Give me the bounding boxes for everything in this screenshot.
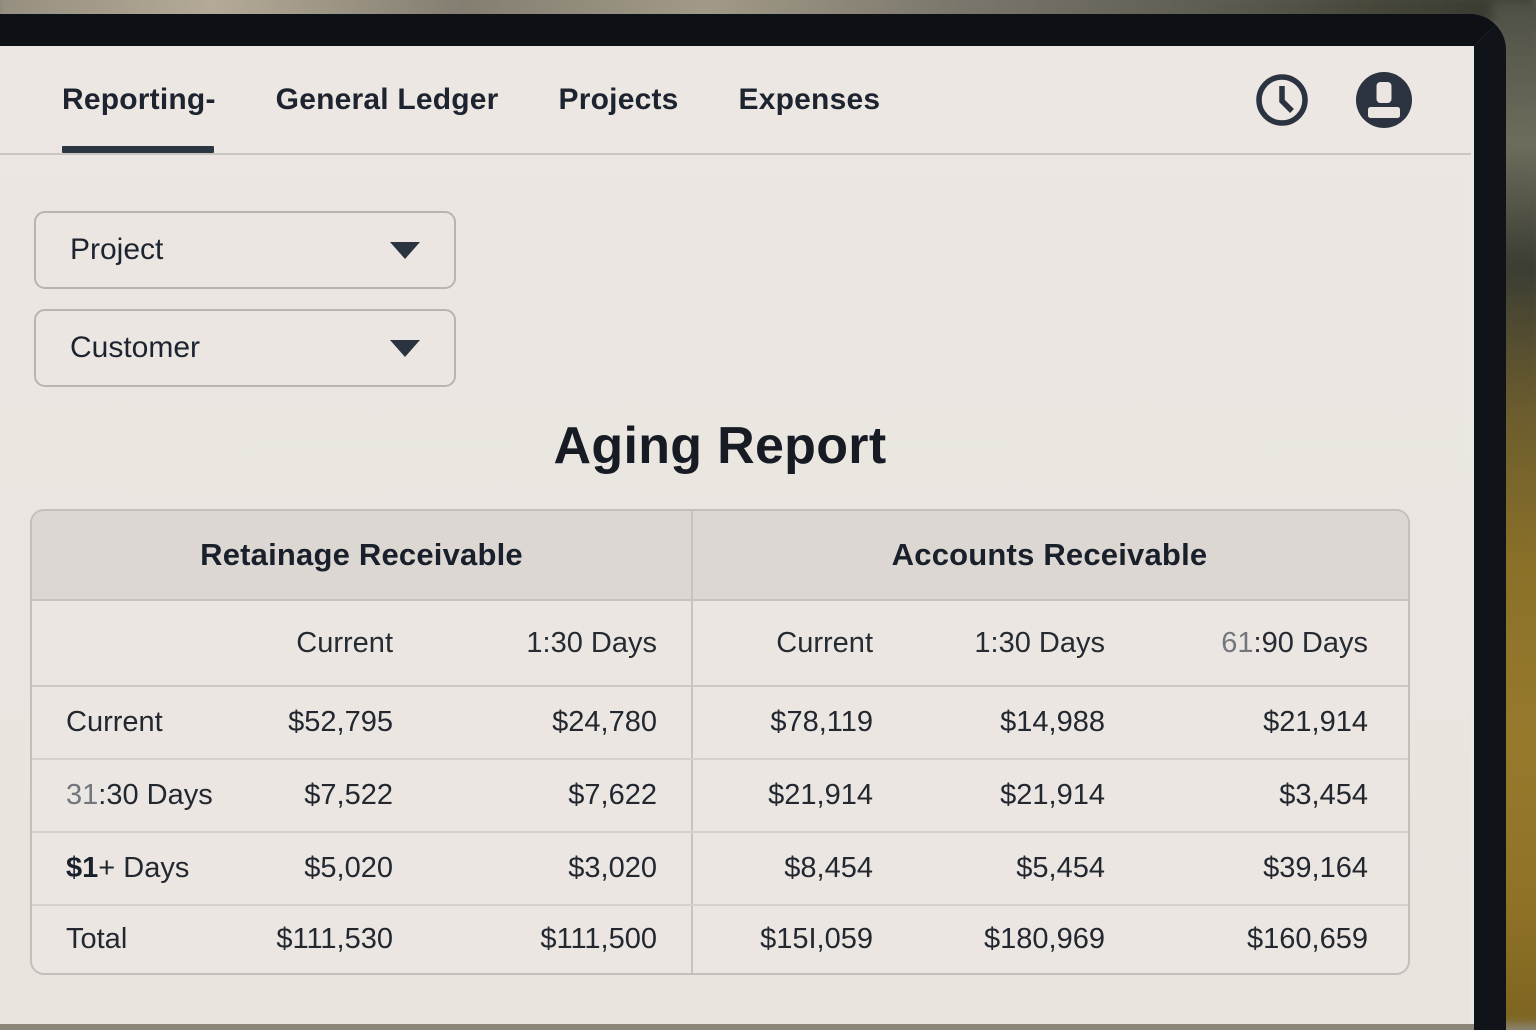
cell-value: $3,020 [423, 833, 693, 904]
row-label-strong: $1 [66, 852, 99, 884]
project-dropdown[interactable]: Project [34, 211, 456, 289]
column-header: Current [296, 626, 393, 659]
column-header-muted-part: 61 [1221, 626, 1254, 659]
table-row: Current $52,795 $24,780 $78,119 $14,988 … [32, 687, 1408, 760]
chevron-down-icon [390, 241, 420, 259]
top-nav: Reporting - General Ledger Projects Expen… [0, 46, 1471, 155]
cell-value: $111,500 [423, 906, 693, 973]
tab-general-ledger[interactable]: General Ledger [276, 46, 499, 153]
tab-projects-label: Projects [558, 82, 679, 116]
table-row: $1 + Days $5,020 $3,020 $8,454 $5,454 $39… [32, 833, 1408, 906]
column-header: 1:30 Days [423, 601, 693, 685]
row-label: Current [32, 687, 237, 758]
group-header-accounts: Accounts Receivable [891, 537, 1208, 572]
nav-icon-group [1255, 71, 1413, 129]
table-column-header-row: Current 1:30 Days Current 1:30 Days 61:9… [32, 601, 1408, 687]
row-label: 31:30 Days [32, 760, 237, 831]
cell-value: $14,988 [1000, 706, 1105, 738]
cell-value: $7,622 [423, 760, 693, 831]
tab-expenses[interactable]: Expenses [739, 46, 881, 153]
row-label-text: + Days [98, 852, 190, 884]
customer-dropdown-label: Customer [70, 331, 201, 364]
row-label: Total [32, 906, 237, 973]
cell-value: $21,914 [1000, 779, 1105, 811]
cell-value: $21,914 [768, 779, 873, 811]
column-header: Current [776, 626, 873, 659]
cell-value: $78,119 [770, 706, 873, 738]
cell-value: $111,530 [276, 923, 393, 955]
tab-expenses-label: Expenses [738, 82, 881, 116]
page-title: Aging Report [553, 417, 887, 475]
cell-value: $5,454 [1016, 852, 1105, 884]
chevron-down-icon [390, 339, 420, 357]
row-label: $1 + Days [32, 833, 237, 904]
table-group-header-row: Retainage Receivable Accounts Receivable [32, 511, 1408, 601]
cell-value: $15I,059 [760, 923, 873, 955]
tab-reporting-suffix: - [205, 82, 216, 116]
column-header: 61:90 Days [1135, 601, 1408, 685]
column-header-rowlabel [32, 601, 237, 685]
clock-icon[interactable] [1255, 73, 1309, 127]
column-header-part: :90 Days [1253, 626, 1368, 659]
tab-reporting[interactable]: Reporting - [62, 46, 216, 153]
cell-value: $3,454 [1279, 779, 1368, 811]
monitor-bezel [0, 14, 1506, 1030]
tab-general-ledger-label: General Ledger [275, 82, 499, 116]
tab-projects[interactable]: Projects [559, 46, 679, 153]
cell-value: $160,659 [1247, 923, 1368, 955]
table-row: 31:30 Days $7,522 $7,622 $21,914 $21,914… [32, 760, 1408, 833]
app-window: Reporting - General Ledger Projects Expen… [0, 46, 1474, 1024]
report-area: Aging Report Retainage Receivable Accoun… [30, 417, 1410, 975]
group-header-retainage: Retainage Receivable [32, 511, 693, 599]
column-header: 1:30 Days [974, 626, 1105, 659]
cell-value: $39,164 [1263, 852, 1368, 884]
cell-value: $8,454 [784, 852, 873, 884]
cell-value: $52,795 [288, 706, 393, 738]
table-total-row: Total $111,530 $111,500 $15I,059 $180,96… [32, 906, 1408, 973]
aging-report-table: Retainage Receivable Accounts Receivable… [30, 509, 1410, 975]
row-label-text: Total [66, 923, 128, 955]
cell-value: $180,969 [984, 923, 1105, 955]
user-icon[interactable] [1355, 71, 1413, 129]
cell-value: $5,020 [304, 852, 393, 884]
row-label-text: :30 Days [98, 779, 213, 811]
cell-value: $24,780 [423, 687, 693, 758]
tab-reporting-label: Reporting [62, 82, 206, 116]
project-dropdown-label: Project [70, 233, 164, 266]
customer-dropdown[interactable]: Customer [34, 309, 456, 387]
cell-value: $21,914 [1263, 706, 1368, 738]
filter-panel: Project Customer [0, 211, 1471, 387]
cell-value: $7,522 [304, 779, 393, 811]
row-label-text: Current [66, 706, 163, 738]
row-label-muted: 31 [66, 779, 99, 811]
